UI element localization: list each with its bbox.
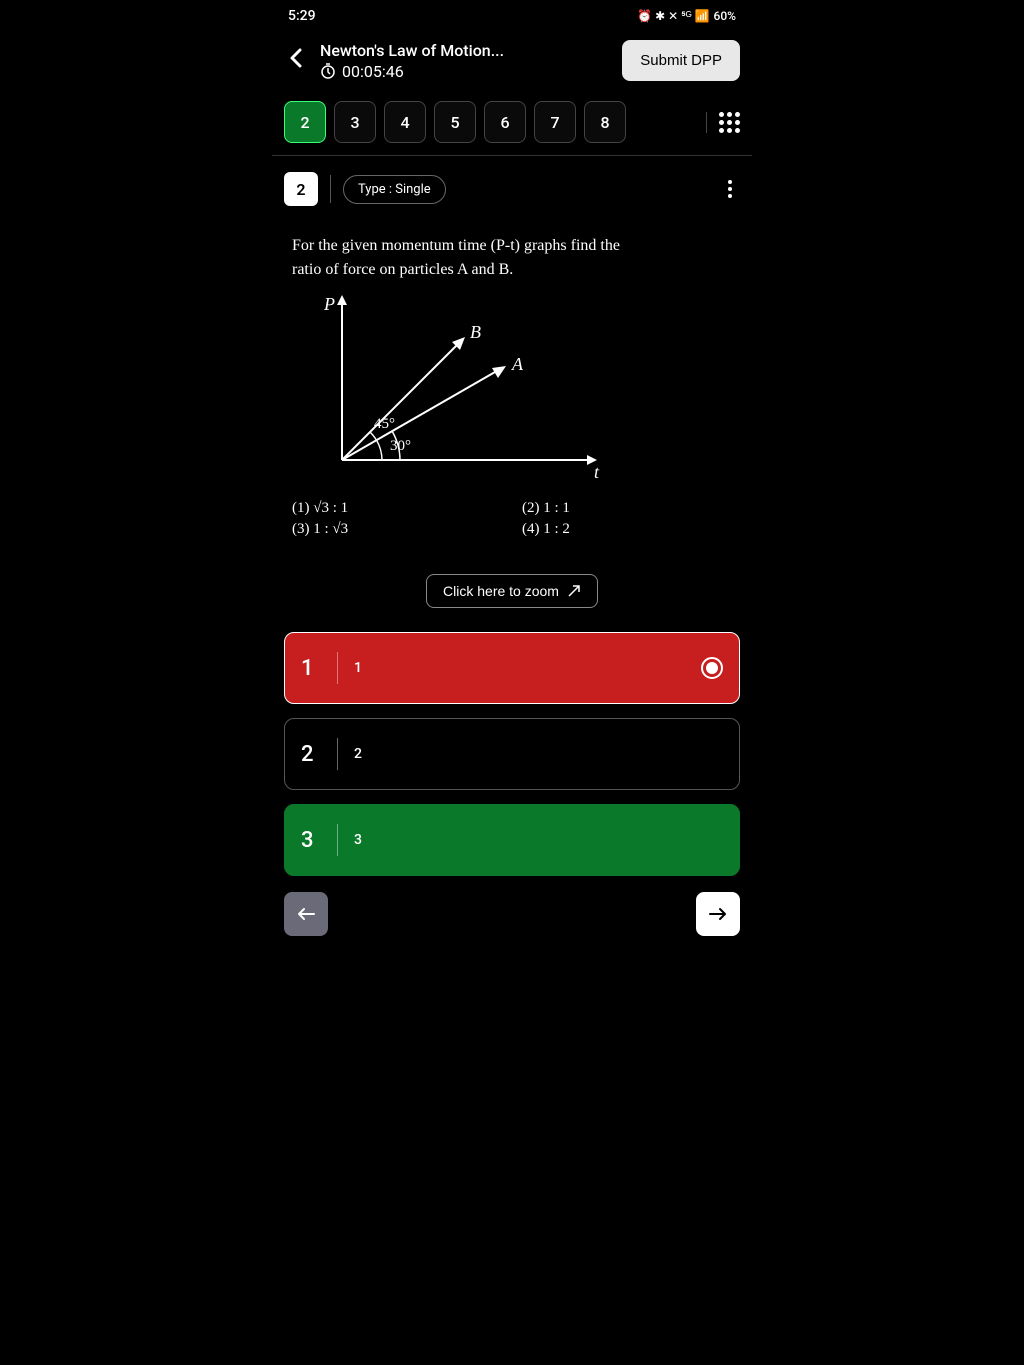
nav-question-3[interactable]: 3 bbox=[334, 101, 376, 143]
question-body: For the given momentum time (P-t) graphs… bbox=[272, 222, 752, 550]
next-question-button[interactable] bbox=[696, 892, 740, 936]
answer-option-2[interactable]: 2 2 bbox=[284, 718, 740, 790]
chevron-left-icon bbox=[288, 46, 304, 70]
question-type-pill: Type : Single bbox=[343, 175, 446, 204]
back-button[interactable] bbox=[284, 42, 308, 80]
nav-question-2[interactable]: 2 bbox=[284, 101, 326, 143]
question-text: For the given momentum time (P-t) graphs… bbox=[292, 234, 732, 282]
arrow-left-icon bbox=[296, 907, 316, 921]
stopwatch-icon bbox=[320, 63, 336, 79]
nav-question-5[interactable]: 5 bbox=[434, 101, 476, 143]
app-header: Newton's Law of Motion... 00:05:46 Submi… bbox=[272, 32, 752, 89]
question-number-badge: 2 bbox=[284, 172, 318, 206]
footer-nav bbox=[272, 876, 752, 952]
timer: 00:05:46 bbox=[320, 62, 610, 81]
status-bar: 5:29 ⏰ ✱ ✕ ⁵ᴳ 📶 60% bbox=[272, 0, 752, 32]
header-text: Newton's Law of Motion... 00:05:46 bbox=[320, 41, 610, 81]
inline-option-2: (2) 1 : 1 bbox=[522, 500, 732, 517]
expand-icon bbox=[567, 584, 581, 598]
answer-option-3[interactable]: 3 3 bbox=[284, 804, 740, 876]
nav-question-4[interactable]: 4 bbox=[384, 101, 426, 143]
answer-option-1[interactable]: 1 1 bbox=[284, 632, 740, 704]
inline-option-4: (4) 1 : 2 bbox=[522, 521, 732, 538]
status-time: 5:29 bbox=[288, 8, 316, 24]
svg-text:A: A bbox=[511, 354, 524, 374]
status-indicators: ⏰ ✱ ✕ ⁵ᴳ 📶 60% bbox=[637, 9, 736, 23]
divider bbox=[330, 175, 331, 203]
arrow-right-icon bbox=[708, 907, 728, 921]
question-meta: 2 Type : Single bbox=[272, 156, 752, 222]
svg-text:t: t bbox=[594, 462, 600, 482]
inline-option-3: (3) 1 : √3 bbox=[292, 521, 502, 538]
question-grid-button[interactable] bbox=[706, 112, 740, 133]
submit-button[interactable]: Submit DPP bbox=[622, 40, 740, 81]
inline-option-list: (1) √3 : 1 (2) 1 : 1 (3) 1 : √3 (4) 1 : … bbox=[292, 500, 732, 538]
page-title: Newton's Law of Motion... bbox=[320, 41, 530, 60]
svg-text:B: B bbox=[470, 322, 481, 342]
radio-selected-icon bbox=[701, 657, 723, 679]
question-nav: 2 3 4 5 6 7 8 bbox=[272, 89, 752, 156]
inline-option-1: (1) √3 : 1 bbox=[292, 500, 502, 517]
svg-text:45°: 45° bbox=[374, 416, 395, 432]
more-options-button[interactable] bbox=[720, 172, 740, 206]
prev-question-button[interactable] bbox=[284, 892, 328, 936]
svg-text:P: P bbox=[323, 294, 335, 314]
nav-question-7[interactable]: 7 bbox=[534, 101, 576, 143]
nav-question-8[interactable]: 8 bbox=[584, 101, 626, 143]
svg-text:30°: 30° bbox=[390, 438, 411, 454]
zoom-button[interactable]: Click here to zoom bbox=[426, 574, 598, 608]
answer-list: 1 1 2 2 3 3 bbox=[272, 632, 752, 876]
momentum-time-graph: P t B A 45° 30° bbox=[312, 290, 612, 490]
nav-question-6[interactable]: 6 bbox=[484, 101, 526, 143]
